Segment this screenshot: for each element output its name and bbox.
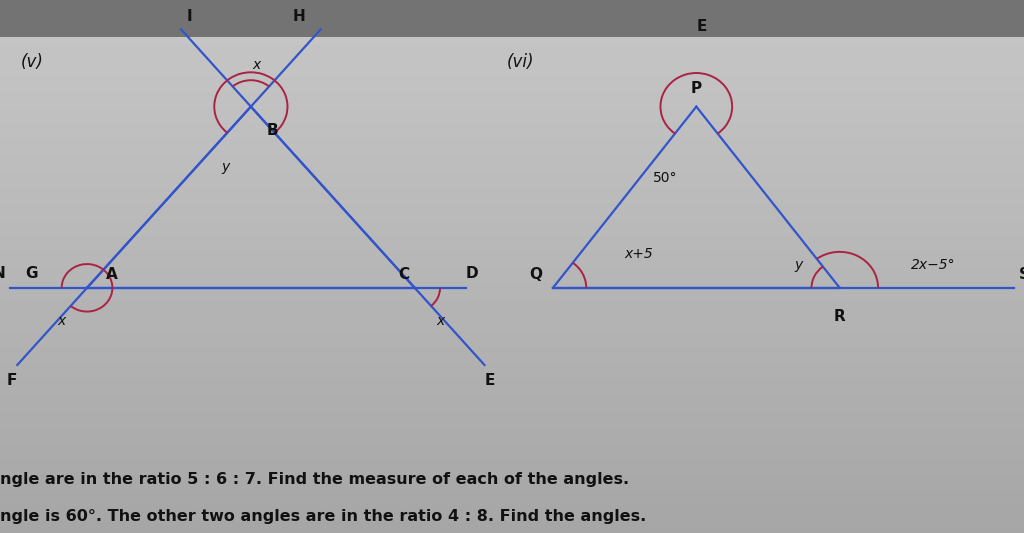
Text: E: E: [484, 373, 495, 388]
Text: x+5: x+5: [625, 247, 653, 261]
Text: C: C: [398, 268, 410, 282]
Text: G: G: [26, 266, 38, 281]
Text: (vi): (vi): [507, 53, 535, 71]
Text: (v): (v): [20, 53, 43, 71]
Text: H: H: [293, 9, 305, 24]
Text: P: P: [691, 81, 701, 96]
Text: y: y: [221, 160, 229, 174]
Text: N: N: [0, 266, 5, 281]
Text: x: x: [252, 58, 260, 72]
Text: x: x: [436, 314, 444, 328]
Text: A: A: [105, 268, 117, 282]
Text: Q: Q: [529, 268, 543, 282]
Text: R: R: [834, 309, 846, 324]
Text: 50°: 50°: [653, 171, 678, 184]
Text: 2x−5°: 2x−5°: [911, 258, 956, 272]
Text: F: F: [7, 373, 17, 388]
Text: E: E: [696, 19, 707, 34]
Text: ngle is 60°. The other two angles are in the ratio 4 : 8. Find the angles.: ngle is 60°. The other two angles are in…: [0, 509, 646, 524]
Text: y: y: [795, 258, 803, 272]
Text: D: D: [466, 266, 478, 281]
Text: ngle are in the ratio 5 : 6 : 7. Find the measure of each of the angles.: ngle are in the ratio 5 : 6 : 7. Find th…: [0, 472, 629, 487]
Text: I: I: [186, 9, 191, 24]
Text: S: S: [1019, 268, 1024, 282]
Text: B: B: [266, 123, 278, 138]
Text: x: x: [57, 314, 66, 328]
